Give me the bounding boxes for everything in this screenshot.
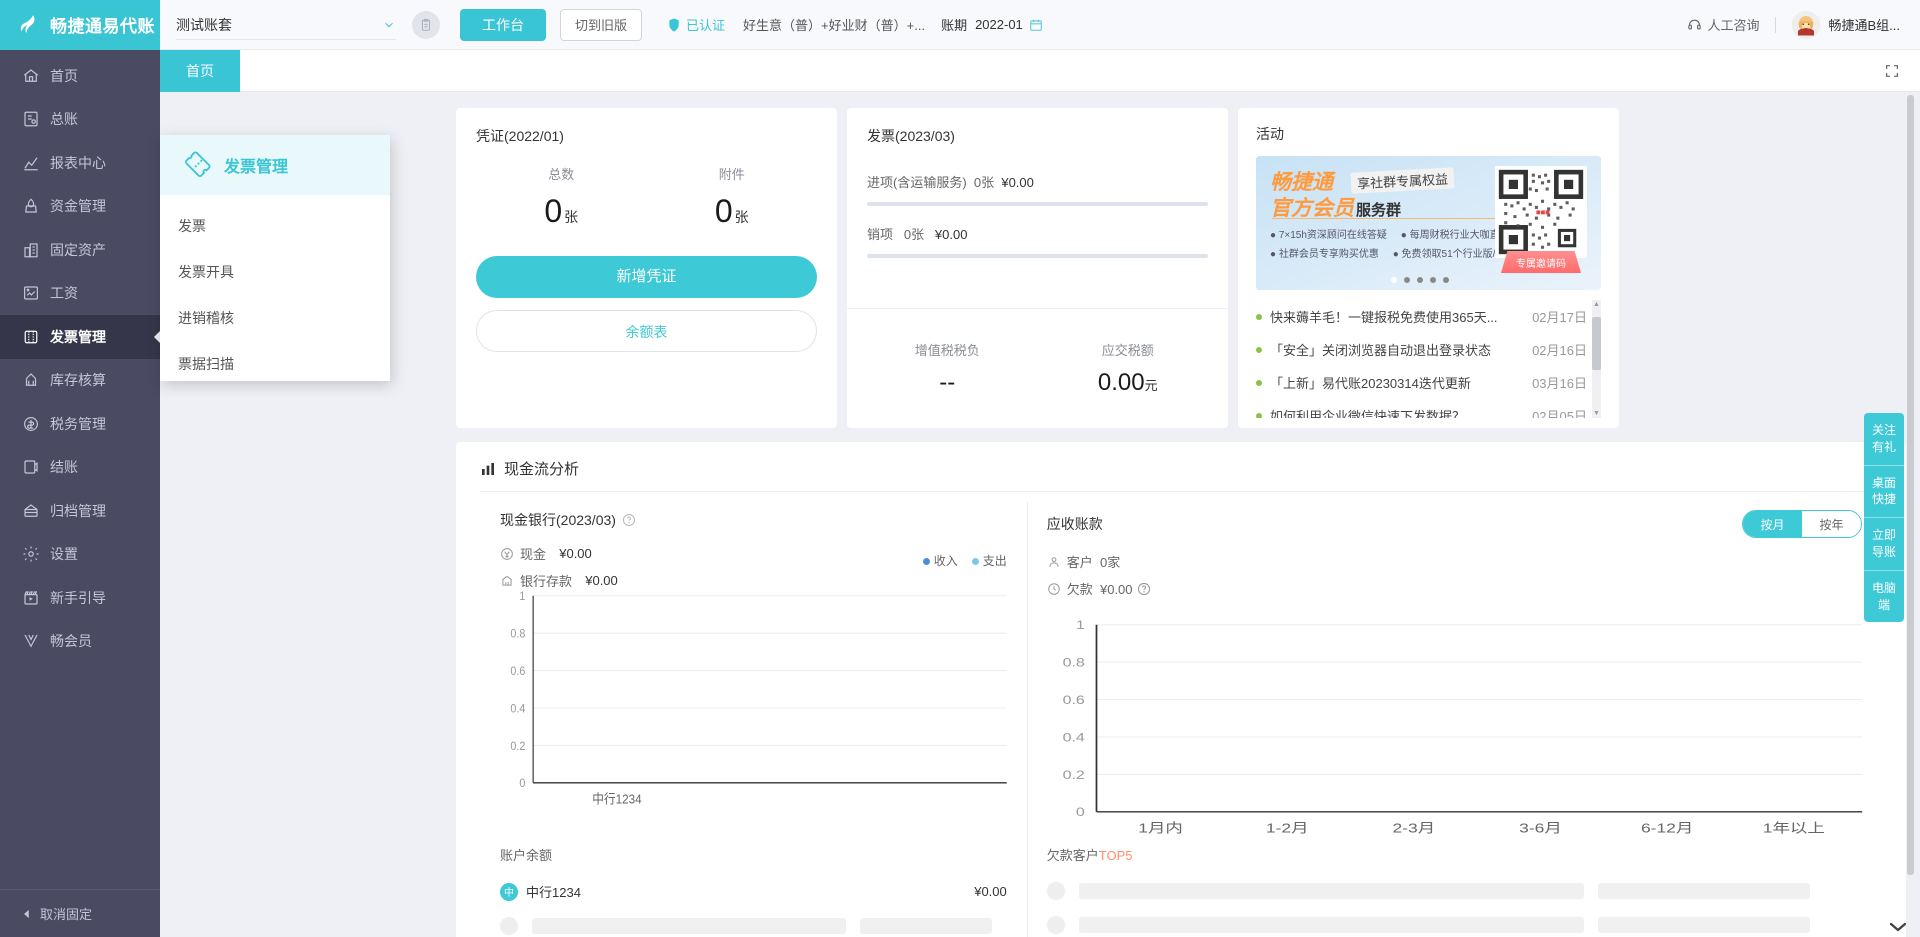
svg-text:1: 1 (1076, 619, 1085, 633)
svg-text:0.2: 0.2 (1062, 769, 1084, 783)
svg-text:0: 0 (1076, 806, 1085, 820)
svg-text:0.8: 0.8 (510, 628, 525, 641)
svg-text:0: 0 (519, 778, 525, 791)
svg-text:0.2: 0.2 (510, 740, 525, 753)
svg-text:0.4: 0.4 (510, 703, 525, 716)
svg-text:0.4: 0.4 (1062, 731, 1084, 745)
svg-text:0.6: 0.6 (1062, 694, 1084, 708)
svg-text:0.8: 0.8 (1062, 656, 1084, 670)
svg-text:0.6: 0.6 (510, 665, 525, 678)
svg-text:中行1234: 中行1234 (592, 791, 641, 807)
svg-text:1: 1 (519, 591, 525, 604)
